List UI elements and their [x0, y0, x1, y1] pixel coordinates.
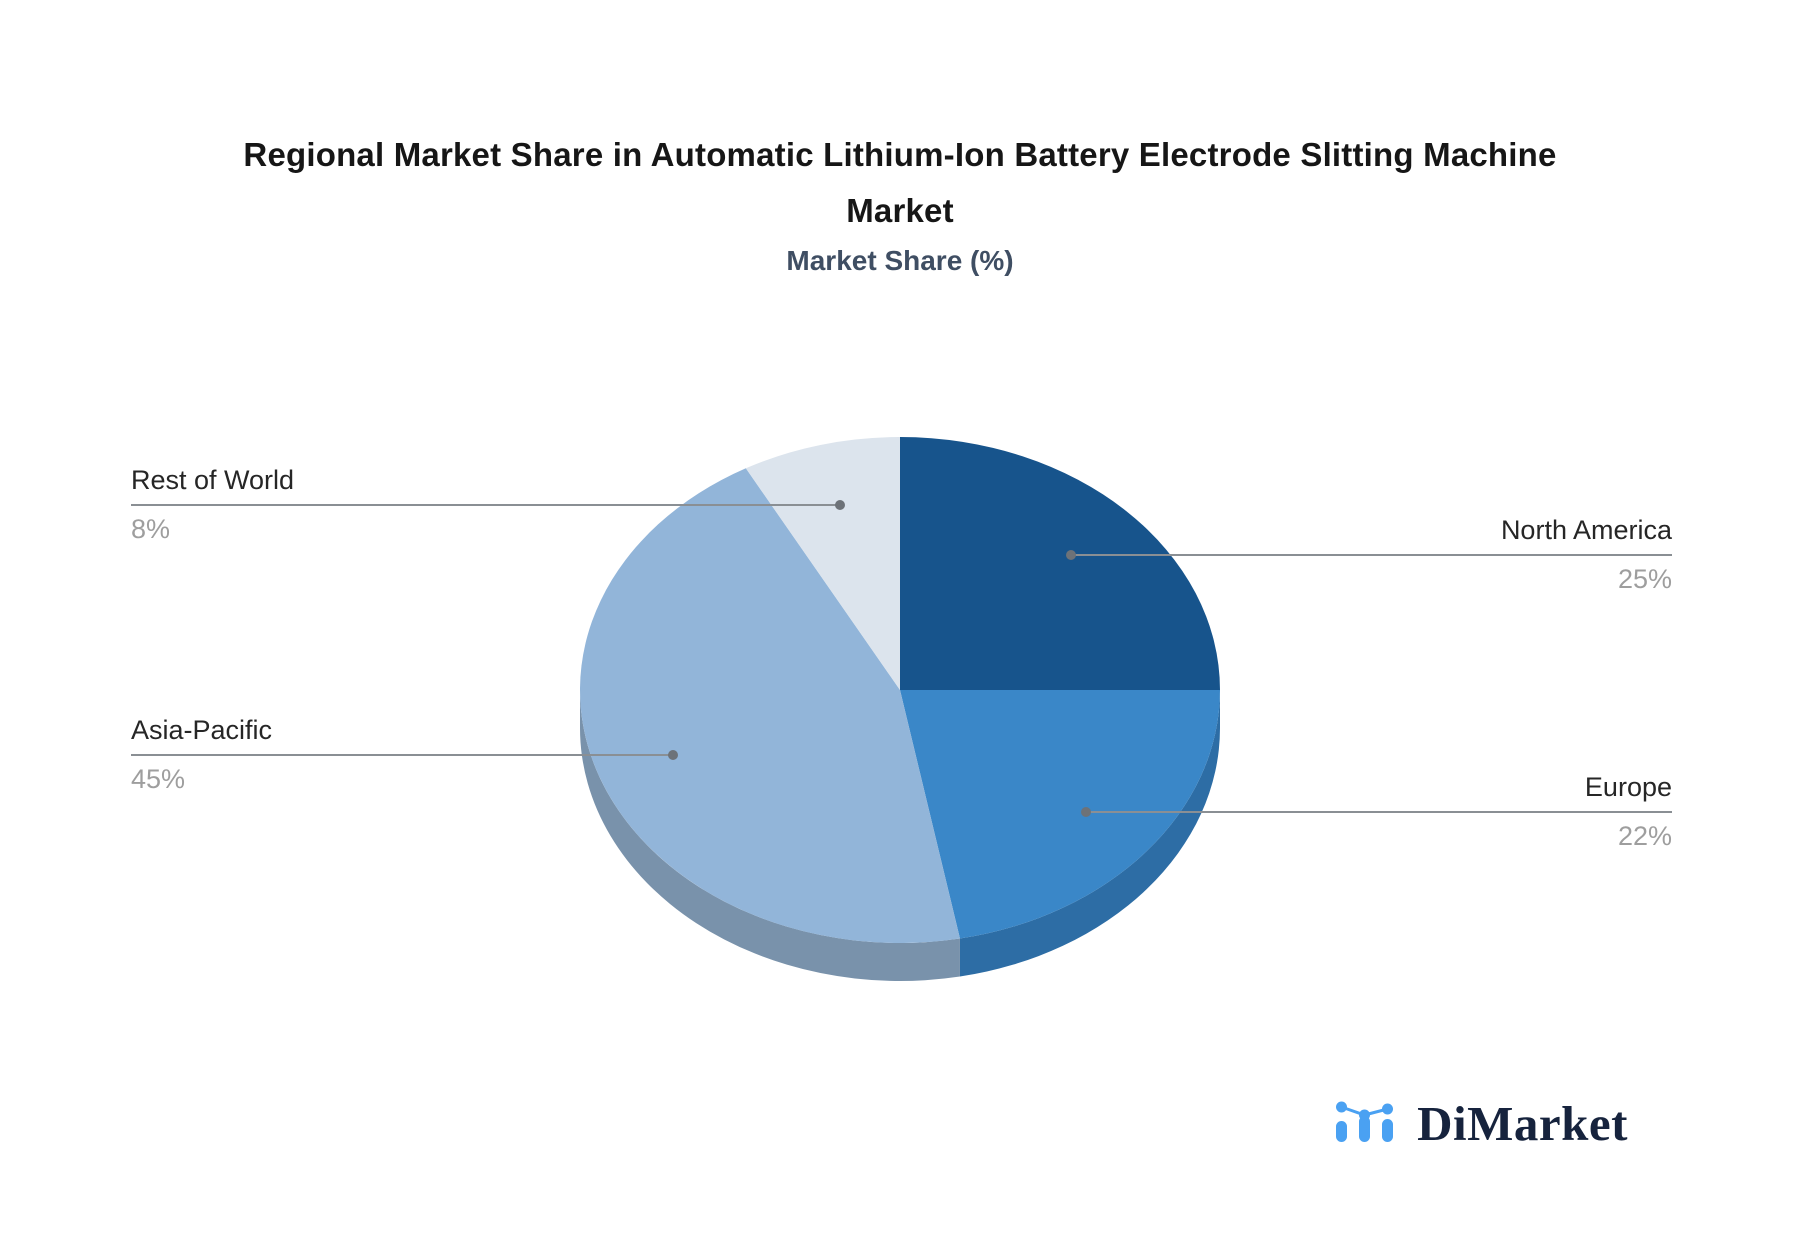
slice-percent-label: 22% [1617, 821, 1672, 851]
chart-title-line1: Regional Market Share in Automatic Lithi… [243, 136, 1557, 173]
pie-slice-rest-of-world[interactable] [745, 437, 900, 690]
leader-dot [835, 500, 845, 510]
leader-dot [1081, 807, 1091, 817]
slice-percent-label: 45% [131, 764, 186, 794]
leader-dot [1066, 550, 1076, 560]
dimarket-logo-text: DiMarket [1417, 1095, 1628, 1151]
slice-name-label: Rest of World [131, 465, 295, 495]
chart-subtitle: Market Share (%) [786, 245, 1014, 276]
slice-name-label: North America [1500, 515, 1672, 545]
slice-percent-label: 8% [131, 514, 171, 544]
chart-title: Regional Market Share in Automatic Lithi… [0, 127, 1800, 239]
dimarket-logo-icon [1336, 1101, 1394, 1142]
chart-title-line2: Market [846, 192, 954, 229]
pie-depth-europe [959, 690, 1220, 977]
leader-dot [668, 750, 678, 760]
leader-line [1081, 807, 1672, 817]
dimarket-logo[interactable]: DiMarket [1335, 1088, 1628, 1151]
pie-slice-asia-pacific[interactable] [579, 468, 960, 944]
slice-name-label: Asia-Pacific [131, 715, 273, 745]
slice-name-label: Europe [1584, 772, 1672, 802]
leader-line [131, 500, 845, 510]
pie-slice-europe[interactable] [900, 690, 1220, 939]
pie-slice-north-america[interactable] [900, 437, 1220, 690]
slice-percent-label: 25% [1617, 564, 1672, 594]
pie-depth-asia-pacific [580, 690, 960, 982]
leader-line [131, 750, 678, 760]
leader-line [1066, 550, 1672, 560]
